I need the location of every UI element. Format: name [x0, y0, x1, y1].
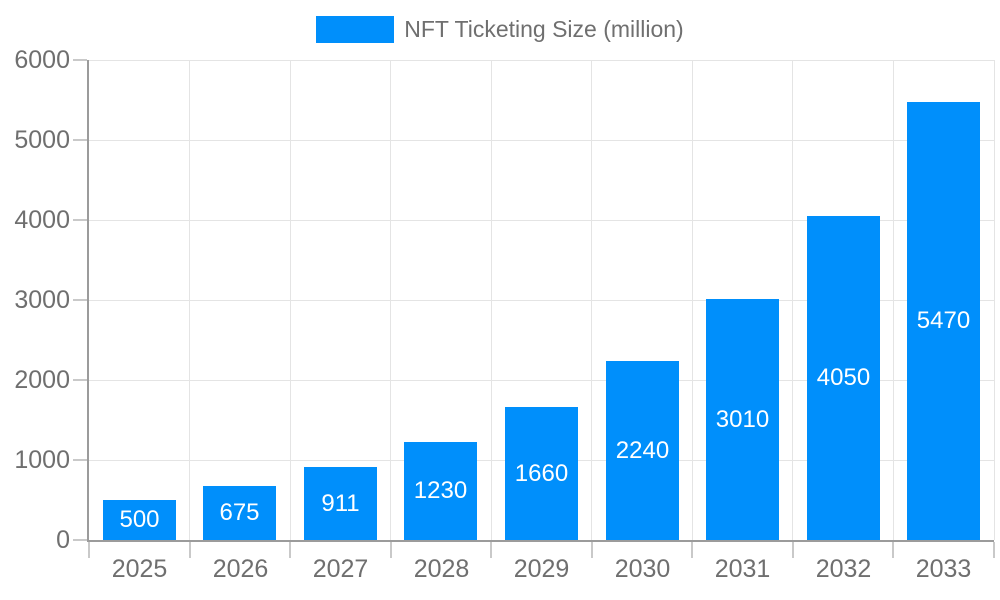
y-axis-label: 4000 — [14, 206, 70, 234]
legend-label: NFT Ticketing Size (million) — [404, 16, 684, 42]
y-axis-label: 3000 — [14, 286, 70, 314]
v-gridline — [993, 60, 995, 540]
v-gridline — [189, 60, 191, 540]
h-gridline — [89, 59, 994, 61]
bar — [706, 299, 779, 540]
y-axis-label: 0 — [56, 526, 70, 554]
y-axis-label: 2000 — [14, 366, 70, 394]
y-tick — [73, 459, 87, 461]
x-tick — [993, 542, 995, 558]
x-axis-label: 2032 — [815, 555, 872, 583]
y-axis-label: 5000 — [14, 126, 70, 154]
x-tick — [490, 542, 493, 558]
x-tick — [590, 542, 593, 558]
x-axis-label: 2031 — [714, 555, 771, 583]
x-axis-label: 2025 — [111, 555, 168, 583]
legend-swatch — [316, 16, 395, 43]
x-axis-label: 2030 — [614, 555, 671, 583]
x-tick — [88, 542, 90, 558]
v-gridline — [490, 60, 492, 540]
x-tick — [892, 542, 895, 558]
v-gridline — [792, 60, 794, 540]
x-tick — [289, 542, 292, 558]
bar — [203, 486, 276, 540]
bar — [404, 442, 477, 540]
h-gridline — [89, 139, 994, 141]
v-gridline — [289, 60, 291, 540]
y-tick — [73, 539, 87, 541]
x-axis-label: 2033 — [915, 555, 972, 583]
x-axis-label: 2028 — [413, 555, 470, 583]
v-gridline — [591, 60, 593, 540]
plot-area: 0 1000 2000 3000 4000 5000 6000 500 2025 675 2026 9… — [14, 46, 995, 583]
x-tick — [791, 542, 794, 558]
h-gridline — [89, 219, 994, 221]
v-gridline — [892, 60, 894, 540]
bar — [606, 361, 679, 540]
y-tick — [73, 59, 87, 61]
x-axis-label: 2027 — [312, 555, 369, 583]
y-tick — [73, 379, 87, 381]
y-tick — [73, 299, 87, 301]
x-tick — [691, 542, 694, 558]
bar — [304, 467, 377, 540]
v-gridline — [691, 60, 693, 540]
bar — [807, 216, 880, 540]
h-gridline — [89, 379, 994, 381]
y-tick — [73, 219, 87, 221]
x-axis-label: 2029 — [513, 555, 570, 583]
v-gridline — [390, 60, 392, 540]
x-axis-label: 2026 — [212, 555, 269, 583]
bar — [907, 102, 980, 540]
y-tick — [73, 139, 87, 141]
y-axis-label: 1000 — [14, 446, 70, 474]
x-tick — [188, 542, 191, 558]
x-tick — [389, 542, 392, 558]
bar — [103, 500, 176, 540]
bar — [505, 407, 578, 540]
h-gridline — [89, 299, 994, 301]
legend[interactable]: NFT Ticketing Size (million) — [0, 16, 1000, 43]
y-axis-label: 6000 — [14, 46, 70, 74]
